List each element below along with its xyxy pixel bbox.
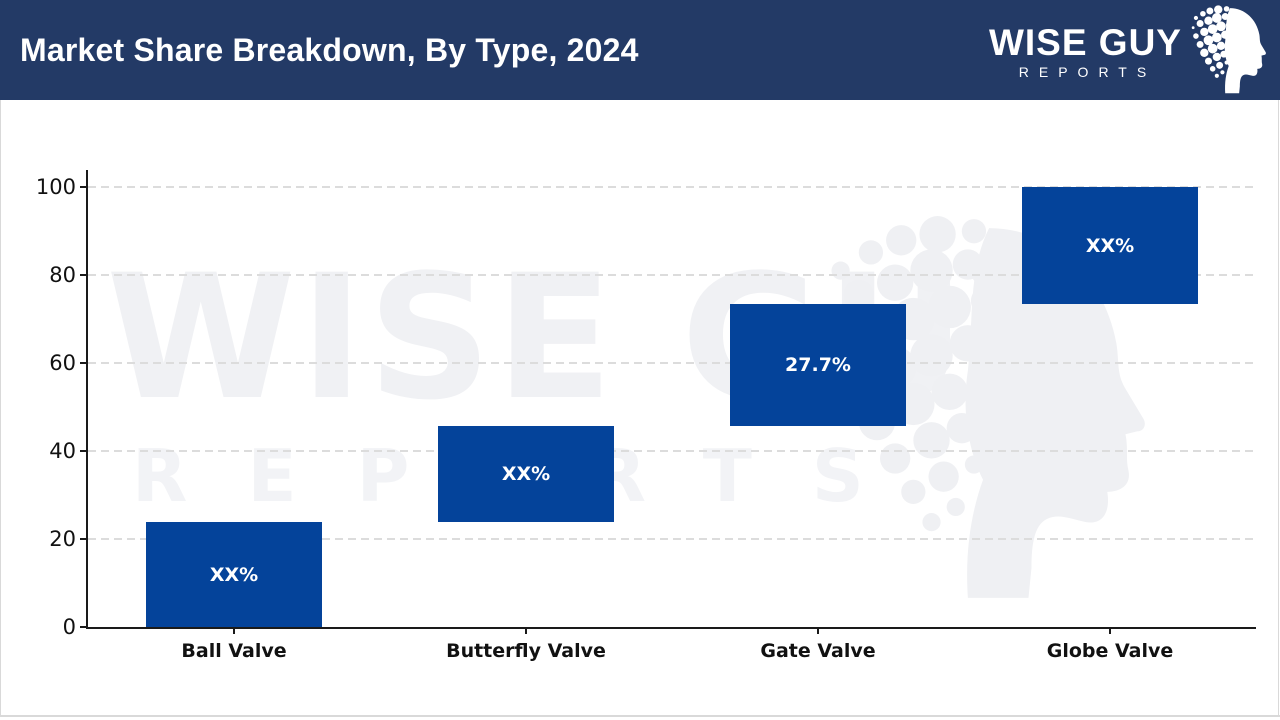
y-tick-label: 40 <box>49 439 76 463</box>
x-axis-spine <box>86 627 1256 629</box>
brand-tagline: REPORTS <box>1018 64 1157 80</box>
bar-value-label: 27.7% <box>785 354 851 377</box>
y-axis-tick <box>80 538 87 540</box>
y-axis-spine <box>86 170 88 629</box>
bar-butterfly-valve: XX% <box>438 426 614 523</box>
bar-ball-valve: XX% <box>146 522 322 627</box>
y-gridline <box>88 450 1256 452</box>
y-axis-tick <box>80 274 87 276</box>
x-category-label: Globe Valve <box>1046 640 1174 662</box>
y-axis-tick <box>80 186 87 188</box>
bar-gate-valve: 27.7% <box>730 304 906 427</box>
card-border-left <box>0 100 1 716</box>
header-bar: Market Share Breakdown, By Type, 2024 WI… <box>0 0 1280 100</box>
bar-value-label: XX% <box>1085 234 1135 257</box>
dotted-face-icon <box>1191 5 1266 94</box>
x-axis-tick <box>233 627 235 634</box>
bar-value-label: XX% <box>209 563 259 586</box>
y-tick-label: 60 <box>49 351 76 375</box>
x-axis-tick <box>817 627 819 634</box>
bar-value-label: XX% <box>501 463 551 486</box>
x-category-label: Ball Valve <box>181 640 287 662</box>
y-tick-label: 20 <box>49 527 76 551</box>
brand-name: WISE GUY <box>988 22 1182 63</box>
y-gridline <box>88 274 1256 276</box>
x-axis-tick <box>1109 627 1111 634</box>
brand-text: WISE GUY REPORTS <box>988 22 1182 81</box>
y-gridline <box>88 362 1256 364</box>
y-tick-label: 0 <box>62 615 76 639</box>
y-gridline <box>88 538 1256 540</box>
y-axis-tick <box>80 450 87 452</box>
y-axis-tick <box>80 626 87 628</box>
y-axis-tick <box>80 362 87 364</box>
x-category-label: Gate Valve <box>760 640 876 662</box>
y-gridline <box>88 186 1256 188</box>
y-tick-label: 100 <box>35 175 76 199</box>
card-border-right <box>1278 100 1279 716</box>
card-border-bottom <box>0 715 1280 717</box>
x-category-label: Butterfly Valve <box>446 640 606 662</box>
y-tick-label: 80 <box>49 263 76 287</box>
brand-logo: WISE GUY REPORTS <box>989 0 1270 100</box>
x-axis-tick <box>525 627 527 634</box>
bar-globe-valve: XX% <box>1022 187 1198 305</box>
page-title: Market Share Breakdown, By Type, 2024 <box>20 31 639 68</box>
